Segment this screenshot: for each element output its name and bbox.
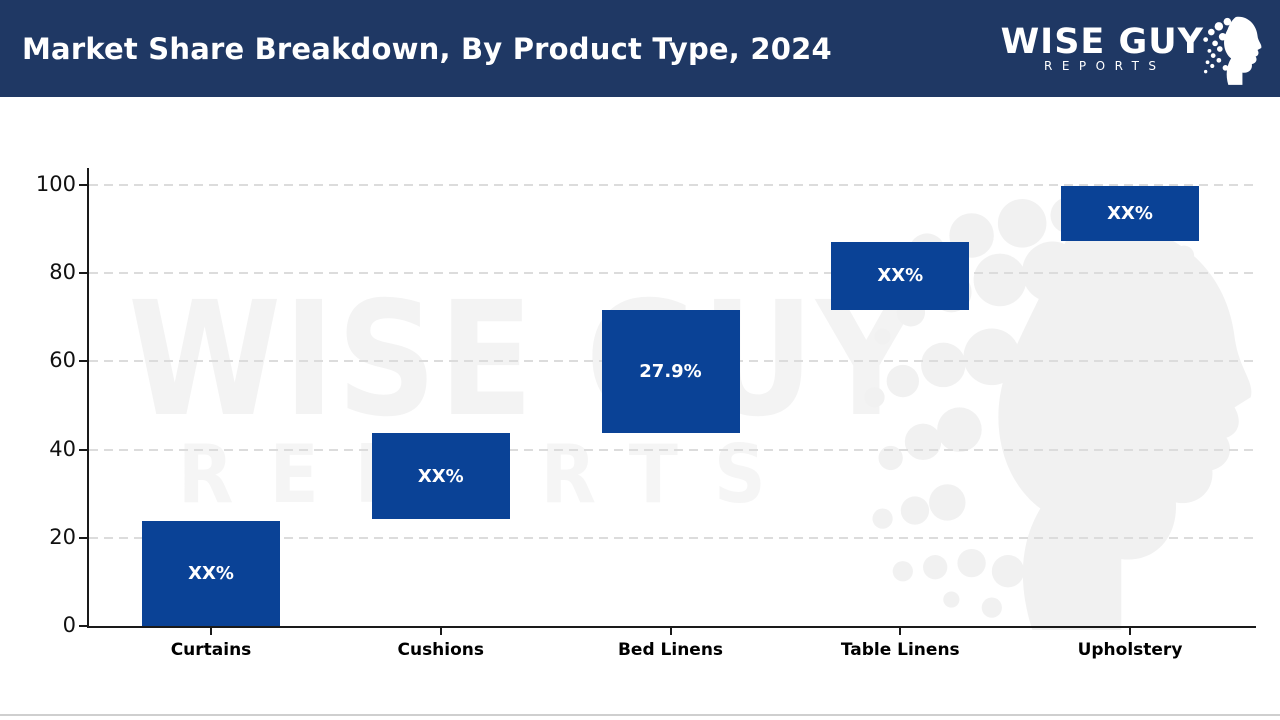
x-tick-mark — [669, 628, 672, 635]
bar-value-label: 27.9% — [639, 361, 702, 383]
x-category-label: Bed Linens — [617, 640, 724, 660]
bar-value-label: XX% — [188, 562, 234, 584]
x-tick-mark — [439, 628, 442, 635]
y-tick-mark — [79, 448, 87, 451]
y-tick-label: 100 — [35, 172, 76, 196]
bar: XX% — [371, 433, 510, 520]
bar: XX% — [1061, 185, 1199, 241]
x-category-label: Cushions — [397, 640, 485, 660]
logo-wordmark: WISE GUY REPORTS — [1000, 21, 1204, 74]
y-tick-label: 80 — [49, 260, 76, 285]
footer-divider — [0, 714, 1280, 716]
x-axis-line — [87, 626, 1256, 628]
y-tick-mark — [79, 360, 87, 363]
x-category-label: Upholstery — [1077, 640, 1183, 660]
x-category-label: Table Linens — [840, 640, 960, 660]
y-tick-label: 60 — [49, 348, 76, 373]
x-tick-mark — [899, 628, 902, 635]
bar-value-label: XX% — [1107, 202, 1153, 224]
wise-guy-logo: WISE GUY REPORTS — [1001, 9, 1266, 89]
logo-primary-text: WISE GUY — [1000, 21, 1204, 62]
bar: XX% — [142, 520, 280, 626]
x-category-label: Curtains — [170, 640, 252, 660]
gridline — [89, 184, 1256, 186]
y-tick-label: 20 — [49, 524, 76, 549]
y-tick-mark — [79, 625, 87, 627]
y-tick-label: 40 — [49, 436, 76, 461]
bar: 27.9% — [601, 310, 740, 434]
page-title: Market Share Breakdown, By Product Type,… — [22, 31, 832, 66]
bar: XX% — [831, 241, 970, 310]
y-axis-line — [87, 168, 89, 628]
bar-value-label: XX% — [417, 465, 464, 487]
y-tick-label: 0 — [62, 613, 76, 637]
y-tick-mark — [79, 184, 87, 186]
x-tick-mark — [1129, 628, 1131, 635]
header: Market Share Breakdown, By Product Type,… — [0, 0, 1280, 97]
logo-face-icon — [1203, 16, 1262, 85]
watermark-primary-text: WISE GUY — [128, 268, 919, 452]
gridline — [89, 272, 1256, 275]
y-tick-mark — [79, 536, 87, 539]
bar-value-label: XX% — [877, 265, 924, 287]
gridline — [89, 536, 1256, 539]
logo-secondary-text: REPORTS — [1044, 59, 1166, 74]
gridline — [89, 448, 1256, 451]
x-tick-mark — [210, 628, 212, 635]
y-tick-mark — [79, 272, 87, 275]
